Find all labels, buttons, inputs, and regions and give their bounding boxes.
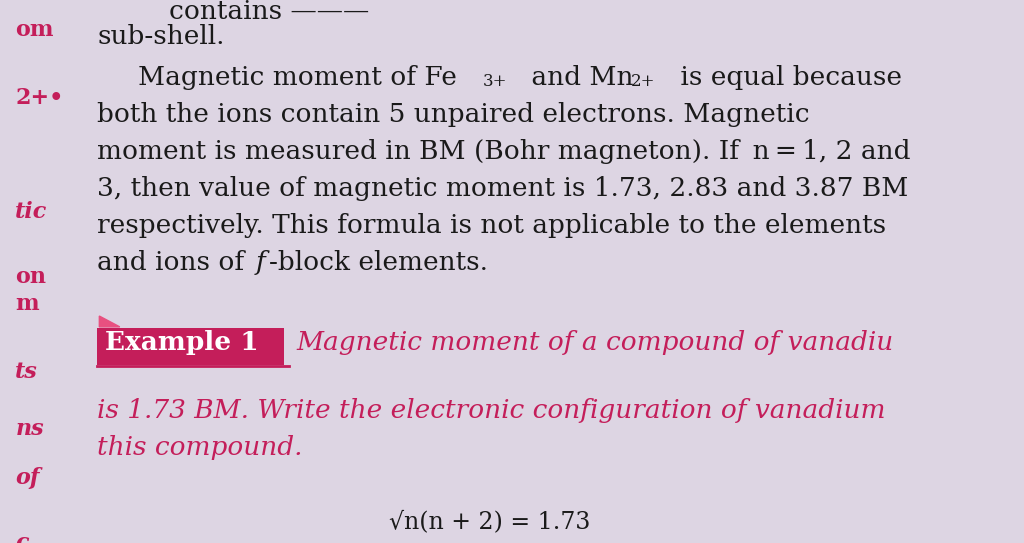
Text: is equal because: is equal because [672, 65, 902, 90]
Text: tic: tic [15, 201, 47, 223]
Text: 3, then value of magnetic moment is 1.73, 2.83 and 3.87 BM: 3, then value of magnetic moment is 1.73… [97, 176, 908, 201]
Text: on: on [15, 266, 46, 288]
Text: sub-shell.: sub-shell. [97, 24, 225, 49]
Text: respectively. This formula is not applicable to the elements: respectively. This formula is not applic… [97, 213, 887, 238]
Text: 2+: 2+ [631, 73, 655, 90]
Text: f: f [256, 250, 266, 275]
Text: moment is measured in BM (Bohr magneton). If  n = 1, 2 and: moment is measured in BM (Bohr magneton)… [97, 139, 910, 164]
FancyBboxPatch shape [97, 328, 284, 365]
Text: ts: ts [15, 361, 38, 383]
Text: m: m [15, 293, 39, 315]
Text: of: of [15, 467, 40, 489]
Text: om: om [15, 19, 54, 41]
Text: and ions of: and ions of [97, 250, 253, 275]
Polygon shape [99, 316, 120, 327]
Text: contains ———: contains ——— [169, 0, 370, 24]
Text: -block elements.: -block elements. [269, 250, 488, 275]
Text: Magnetic moment of a compound of vanadiu: Magnetic moment of a compound of vanadiu [296, 330, 893, 355]
Text: 2+•: 2+• [15, 87, 63, 109]
Text: both the ions contain 5 unpaired electrons. Magnetic: both the ions contain 5 unpaired electro… [97, 102, 810, 127]
Text: 3+: 3+ [482, 73, 507, 90]
Text: is 1.73 BM. Write the electronic configuration of vanadium: is 1.73 BM. Write the electronic configu… [97, 398, 886, 423]
Text: Example 1: Example 1 [105, 330, 259, 355]
Text: and Mn: and Mn [523, 65, 634, 90]
Text: √n(n + 2) = 1.73: √n(n + 2) = 1.73 [389, 510, 591, 533]
Text: Magnetic moment of Fe: Magnetic moment of Fe [138, 65, 457, 90]
Text: c: c [15, 532, 29, 543]
Text: ns: ns [15, 418, 44, 440]
Text: this compound.: this compound. [97, 435, 303, 460]
